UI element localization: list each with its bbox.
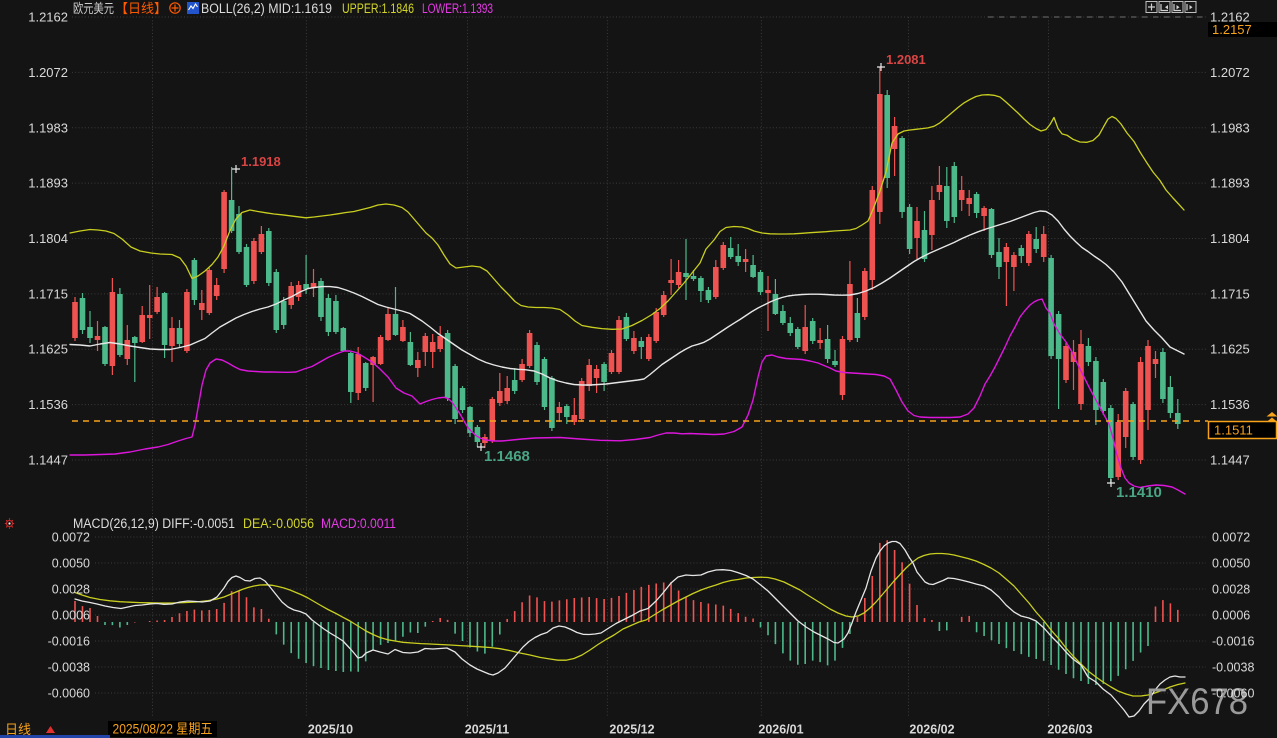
svg-text:BOLL(26,2) MID:1.1619: BOLL(26,2) MID:1.1619 <box>201 1 332 16</box>
svg-text:0.0072: 0.0072 <box>1212 531 1250 545</box>
svg-text:1.1893: 1.1893 <box>28 176 68 191</box>
svg-text:1.1447: 1.1447 <box>28 453 68 468</box>
svg-text:DEA:-0.0056: DEA:-0.0056 <box>243 516 314 531</box>
svg-text:1.2072: 1.2072 <box>1210 65 1250 80</box>
svg-text:2025/08/22 星期五: 2025/08/22 星期五 <box>113 722 213 737</box>
svg-text:1.2162: 1.2162 <box>1210 10 1250 25</box>
svg-text:2025/10: 2025/10 <box>308 723 353 737</box>
svg-text:2025/11: 2025/11 <box>465 723 510 737</box>
svg-text:1.2162: 1.2162 <box>28 10 68 25</box>
svg-text:LOWER:1.1393: LOWER:1.1393 <box>422 1 493 16</box>
svg-text:0.0028: 0.0028 <box>1212 583 1250 597</box>
svg-text:0.0006: 0.0006 <box>1212 609 1250 623</box>
svg-text:1.1447: 1.1447 <box>1210 453 1250 468</box>
svg-text:-0.0038: -0.0038 <box>1212 661 1254 675</box>
svg-text:-0.0060: -0.0060 <box>48 687 90 701</box>
svg-text:-0.0016: -0.0016 <box>1212 635 1254 649</box>
svg-text:UPPER:1.1846: UPPER:1.1846 <box>342 1 414 16</box>
svg-text:1.1983: 1.1983 <box>1210 120 1250 135</box>
svg-text:1.1511: 1.1511 <box>1214 423 1253 438</box>
svg-text:2026/01: 2026/01 <box>758 723 803 737</box>
svg-text:MACD:0.0011: MACD:0.0011 <box>321 516 396 531</box>
svg-text:0.0028: 0.0028 <box>52 583 90 597</box>
svg-text:0.0006: 0.0006 <box>52 609 90 623</box>
svg-text:1.1715: 1.1715 <box>1210 286 1250 301</box>
svg-text:1.1536: 1.1536 <box>1210 397 1250 412</box>
svg-text:1.1625: 1.1625 <box>28 342 68 357</box>
svg-text:1.1715: 1.1715 <box>28 286 68 301</box>
svg-text:1.1804: 1.1804 <box>1210 231 1250 246</box>
svg-text:日线: 日线 <box>5 722 31 737</box>
svg-text:1.1804: 1.1804 <box>28 231 68 246</box>
svg-text:1.1536: 1.1536 <box>28 397 68 412</box>
svg-text:2026/02: 2026/02 <box>909 723 954 737</box>
svg-text:0.0050: 0.0050 <box>52 557 90 571</box>
svg-text:1.1625: 1.1625 <box>1210 342 1250 357</box>
svg-text:-0.0060: -0.0060 <box>1212 687 1254 701</box>
svg-text:1.1983: 1.1983 <box>28 120 68 135</box>
svg-text:-0.0016: -0.0016 <box>48 635 90 649</box>
svg-text:1.2081: 1.2081 <box>886 52 926 67</box>
svg-text:0.0072: 0.0072 <box>52 531 90 545</box>
svg-text:FX678: FX678 <box>1146 681 1248 722</box>
svg-text:1.2157: 1.2157 <box>1212 22 1252 37</box>
svg-text:1.1918: 1.1918 <box>241 154 281 169</box>
svg-text:1.1893: 1.1893 <box>1210 176 1250 191</box>
svg-text:2026/03: 2026/03 <box>1047 723 1092 737</box>
svg-text:MACD(26,12,9) DIFF:-0.0051: MACD(26,12,9) DIFF:-0.0051 <box>73 516 235 531</box>
svg-text:欧元美元: 欧元美元 <box>73 1 114 16</box>
svg-text:1.2072: 1.2072 <box>28 65 68 80</box>
svg-text:0.0050: 0.0050 <box>1212 557 1250 571</box>
svg-text:2025/12: 2025/12 <box>609 723 654 737</box>
svg-text:-0.0038: -0.0038 <box>48 661 90 675</box>
svg-text:1.1468: 1.1468 <box>484 448 530 465</box>
svg-text:【日线】: 【日线】 <box>115 1 167 16</box>
svg-text:1.1410: 1.1410 <box>1116 484 1162 501</box>
